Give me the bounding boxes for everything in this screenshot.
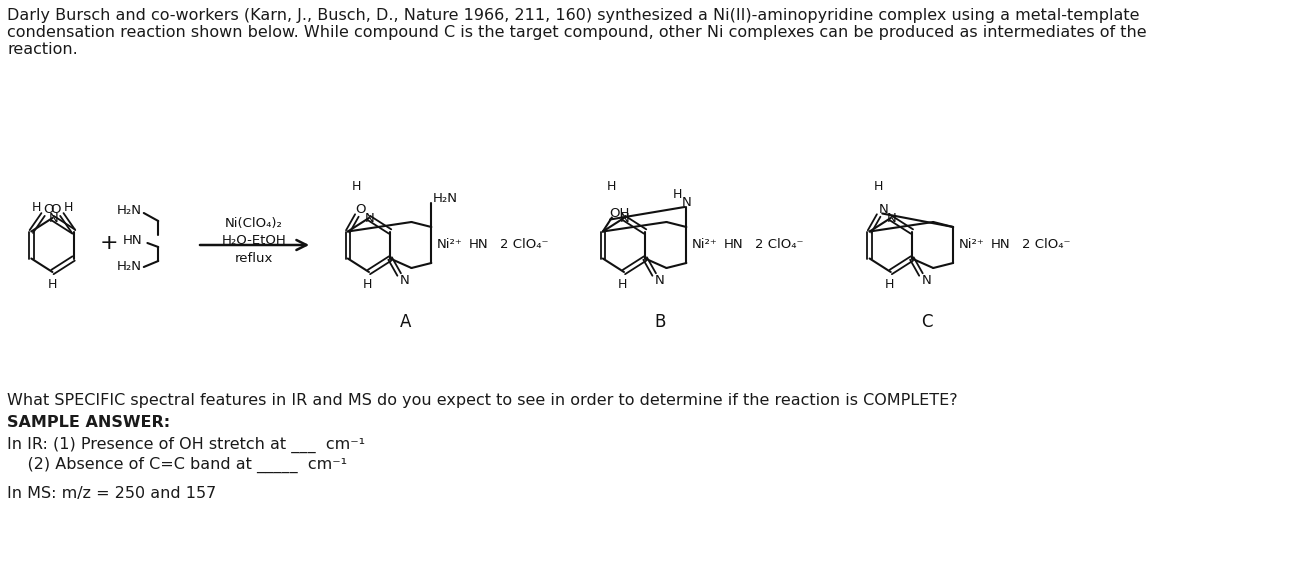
Text: 2 ClO₄⁻: 2 ClO₄⁻ xyxy=(500,239,549,252)
Text: H: H xyxy=(351,181,361,194)
Text: H₂N: H₂N xyxy=(433,192,458,205)
Text: condensation reaction shown below. While compound C is the target compound, othe: condensation reaction shown below. While… xyxy=(7,25,1146,40)
Text: H₂O-EtOH: H₂O-EtOH xyxy=(221,233,287,246)
Text: N: N xyxy=(682,197,691,209)
Text: H: H xyxy=(47,278,57,291)
Text: N: N xyxy=(365,212,375,225)
Text: Ni²⁺: Ni²⁺ xyxy=(692,239,717,252)
Text: H₂N: H₂N xyxy=(117,205,142,218)
Text: O: O xyxy=(355,203,366,216)
Text: SAMPLE ANSWER:: SAMPLE ANSWER: xyxy=(7,415,170,430)
Text: In IR: (1) Presence of OH stretch at ___  cm⁻¹: In IR: (1) Presence of OH stretch at ___… xyxy=(7,437,366,453)
Text: O: O xyxy=(50,203,61,216)
Text: H: H xyxy=(63,201,72,214)
Text: N: N xyxy=(887,212,896,225)
Text: Ni(ClO₄)₂: Ni(ClO₄)₂ xyxy=(225,216,283,229)
Text: H: H xyxy=(874,181,883,194)
Text: C: C xyxy=(921,313,933,331)
Text: HN: HN xyxy=(468,239,488,252)
Text: In MS: m/z = 250 and 157: In MS: m/z = 250 and 157 xyxy=(7,486,217,501)
Text: O: O xyxy=(43,203,54,216)
Text: +: + xyxy=(99,233,118,253)
Text: reaction.: reaction. xyxy=(7,42,78,57)
Text: N: N xyxy=(49,212,58,225)
Text: N: N xyxy=(400,274,409,287)
Text: N: N xyxy=(921,274,932,287)
Text: H: H xyxy=(672,188,682,201)
Text: HN: HN xyxy=(991,239,1009,252)
Text: HN: HN xyxy=(122,235,142,247)
Text: H: H xyxy=(32,201,41,214)
Text: H: H xyxy=(362,278,372,291)
Text: Ni²⁺: Ni²⁺ xyxy=(958,239,984,252)
Text: B: B xyxy=(654,313,666,331)
Text: (2) Absence of C=C band at _____  cm⁻¹: (2) Absence of C=C band at _____ cm⁻¹ xyxy=(7,457,347,473)
Text: A: A xyxy=(400,313,411,331)
Text: H₂N: H₂N xyxy=(117,260,142,274)
Text: N: N xyxy=(620,212,630,225)
Text: N: N xyxy=(879,203,888,216)
Text: Ni²⁺: Ni²⁺ xyxy=(437,239,462,252)
Text: Darly Bursch and co-workers (Karn, J., Busch, D., Nature 1966, 211, 160) synthes: Darly Bursch and co-workers (Karn, J., B… xyxy=(7,8,1140,23)
Text: H: H xyxy=(607,181,616,194)
Text: H: H xyxy=(617,278,626,291)
Text: reflux: reflux xyxy=(236,252,274,264)
Text: 2 ClO₄⁻: 2 ClO₄⁻ xyxy=(755,239,804,252)
Text: OH: OH xyxy=(609,207,629,220)
Text: What SPECIFIC spectral features in IR and MS do you expect to see in order to de: What SPECIFIC spectral features in IR an… xyxy=(7,393,958,408)
Text: HN: HN xyxy=(724,239,744,252)
Text: N: N xyxy=(655,274,665,287)
Text: 2 ClO₄⁻: 2 ClO₄⁻ xyxy=(1021,239,1070,252)
Text: H: H xyxy=(884,278,894,291)
